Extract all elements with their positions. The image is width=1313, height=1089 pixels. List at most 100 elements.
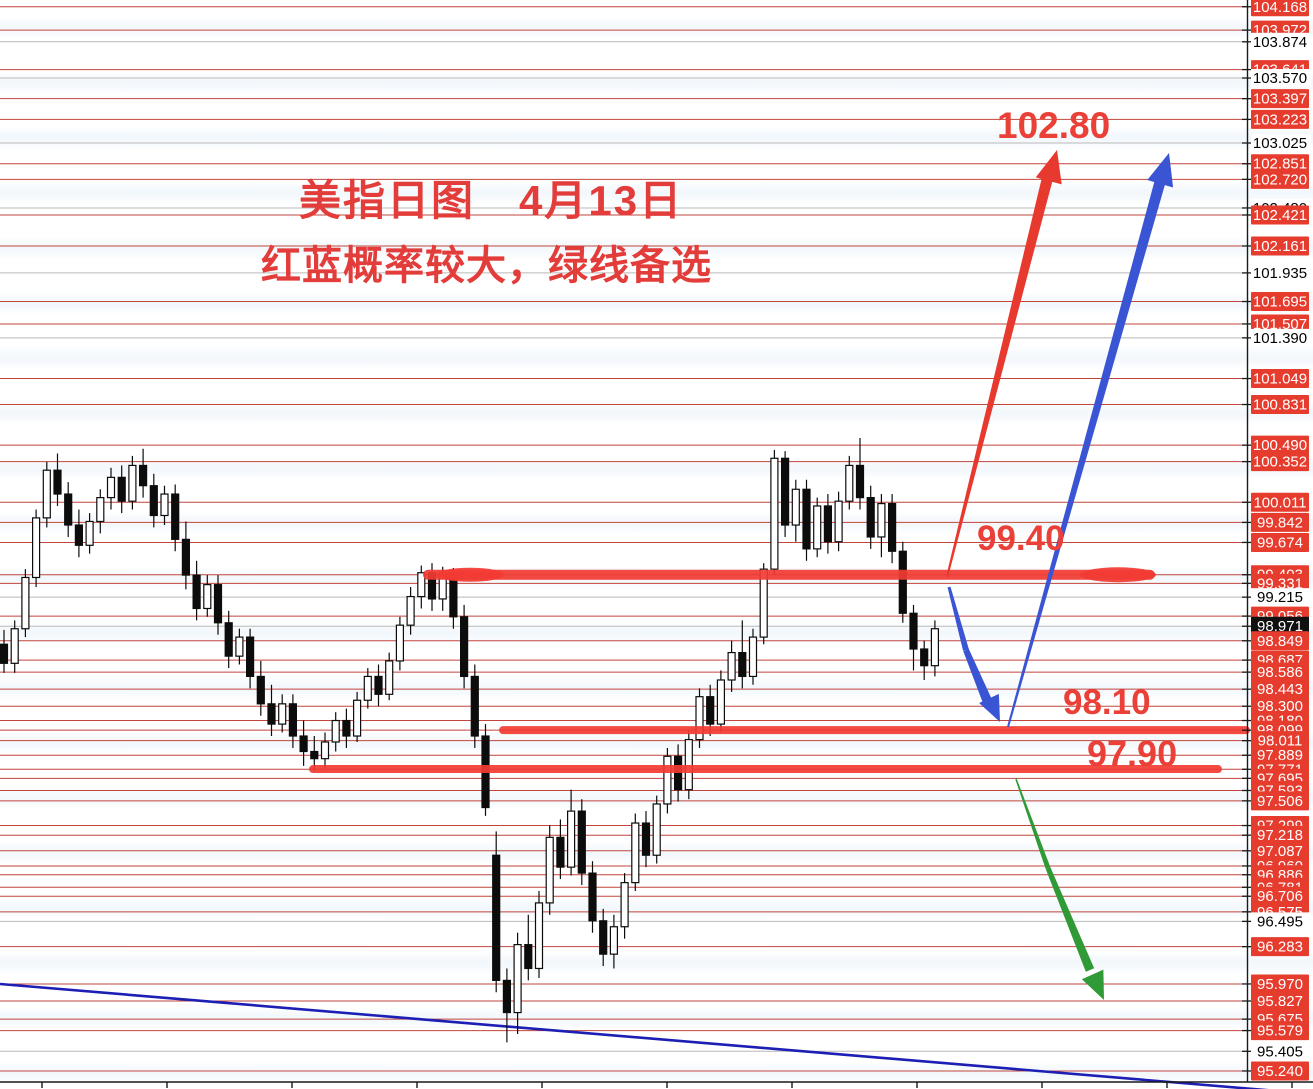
bearish-candle [342, 719, 351, 737]
price-label: 103.025 [1253, 135, 1307, 152]
price-label-box [1251, 395, 1309, 415]
bullish-candle [695, 696, 704, 741]
bearish-candle [310, 750, 319, 760]
price-label: 97.087 [1257, 843, 1303, 860]
bearish-candle [64, 493, 73, 526]
price-label: 95.579 [1257, 1023, 1303, 1040]
price-label-box [1251, 435, 1309, 455]
price-label: 99.674 [1257, 534, 1303, 551]
bullish-candle [42, 469, 51, 519]
support-level-label-9790: 97.90 [1087, 733, 1178, 774]
bullish-candle [877, 502, 886, 538]
price-label: 96.283 [1257, 939, 1303, 956]
blue-down-arrow [947, 586, 1000, 722]
blue-down-arrow-shaft [947, 586, 969, 651]
price-label-box [1251, 452, 1309, 472]
bearish-candle [898, 550, 907, 614]
bullish-candle [609, 926, 619, 955]
bearish-candle [181, 538, 190, 576]
blue-down-arrow-shaft [963, 648, 994, 707]
price-label-box [1251, 631, 1309, 651]
price-label: 98.586 [1257, 664, 1303, 681]
bearish-candle [920, 648, 929, 667]
price-label-box [1251, 109, 1309, 129]
bullish-candle [31, 517, 41, 579]
bullish-candle [663, 755, 672, 805]
price-label: 103.397 [1253, 91, 1307, 108]
bullish-candle [813, 505, 822, 550]
bullish-candle [727, 651, 736, 681]
blue-down-arrow-head [979, 693, 1000, 722]
price-label-box [1251, 886, 1309, 906]
bullish-candle [331, 719, 340, 743]
price-label: 99.215 [1257, 589, 1303, 606]
bullish-candle [791, 488, 800, 526]
price-label-box [1251, 679, 1309, 699]
price-label-box [1251, 696, 1309, 716]
price-labels-group: 104.168103.972103.874103.641103.570103.3… [1242, 0, 1311, 1081]
chart-title: 美指日图 4月13日 [299, 177, 684, 224]
bullish-candle [278, 703, 287, 725]
bearish-candle [224, 622, 233, 657]
price-label-box [1251, 512, 1309, 532]
price-label-bg [1251, 69, 1311, 88]
price-label-bg [1251, 1042, 1311, 1061]
marker-level-blob [1080, 567, 1156, 583]
price-label-box [1251, 1061, 1309, 1081]
bearish-candle [866, 497, 875, 538]
bullish-candle [235, 636, 244, 657]
support-level-label-9810: 98.10 [1063, 683, 1151, 722]
bullish-candle [128, 464, 137, 502]
bearish-candle [738, 651, 747, 678]
bearish-candle [588, 872, 597, 922]
levels-group [309, 567, 1250, 774]
bearish-candle [780, 457, 790, 526]
price-label-box [1251, 731, 1309, 751]
green-down-arrow-head [1081, 969, 1104, 1000]
bearish-candle [117, 476, 126, 502]
bearish-candle [855, 464, 865, 499]
bearish-candle [213, 584, 223, 624]
current-price-box [1251, 616, 1309, 636]
price-label: 104.168 [1253, 0, 1307, 16]
price-label-bg [1251, 32, 1311, 51]
price-label-box [1251, 974, 1309, 994]
bullish-candle [395, 624, 404, 662]
bullish-candle [320, 741, 330, 760]
bearish-candle [374, 675, 383, 695]
arrows-group [946, 150, 1174, 1000]
price-label: 100.831 [1253, 397, 1307, 414]
price-label: 99.331 [1257, 575, 1303, 592]
marker-level-blob [436, 567, 504, 582]
price-label-box [1251, 841, 1309, 861]
price-label: 102.421 [1253, 207, 1307, 224]
green-down-arrow [1015, 778, 1104, 1000]
price-label-box [1251, 154, 1309, 174]
bullish-candle [845, 464, 854, 502]
price-label: 103.874 [1253, 34, 1307, 51]
price-label: 95.827 [1257, 993, 1303, 1010]
blue-up-arrow [1007, 153, 1174, 728]
bullish-candle [85, 520, 94, 546]
price-label: 98.300 [1257, 698, 1303, 715]
price-label: 101.935 [1253, 265, 1307, 282]
bearish-candle [599, 920, 608, 955]
bearish-candle [267, 703, 276, 725]
bearish-candle [492, 854, 501, 981]
price-label-box [1251, 292, 1309, 312]
price-label-box [1251, 236, 1309, 256]
bearish-candle [74, 524, 84, 546]
price-label-bg [1251, 588, 1311, 607]
bullish-candle [652, 803, 661, 856]
bullish-candle [534, 902, 544, 970]
bearish-candle [802, 488, 811, 550]
price-label: 95.405 [1257, 1043, 1303, 1060]
bearish-candle [823, 505, 833, 543]
price-label-box [1251, 937, 1309, 957]
bearish-candle [524, 944, 533, 970]
price-label-box [1251, 89, 1309, 109]
bullish-candle [684, 738, 693, 791]
bullish-candle [353, 699, 362, 737]
price-label: 103.223 [1253, 111, 1307, 128]
bullish-candle [363, 675, 372, 701]
